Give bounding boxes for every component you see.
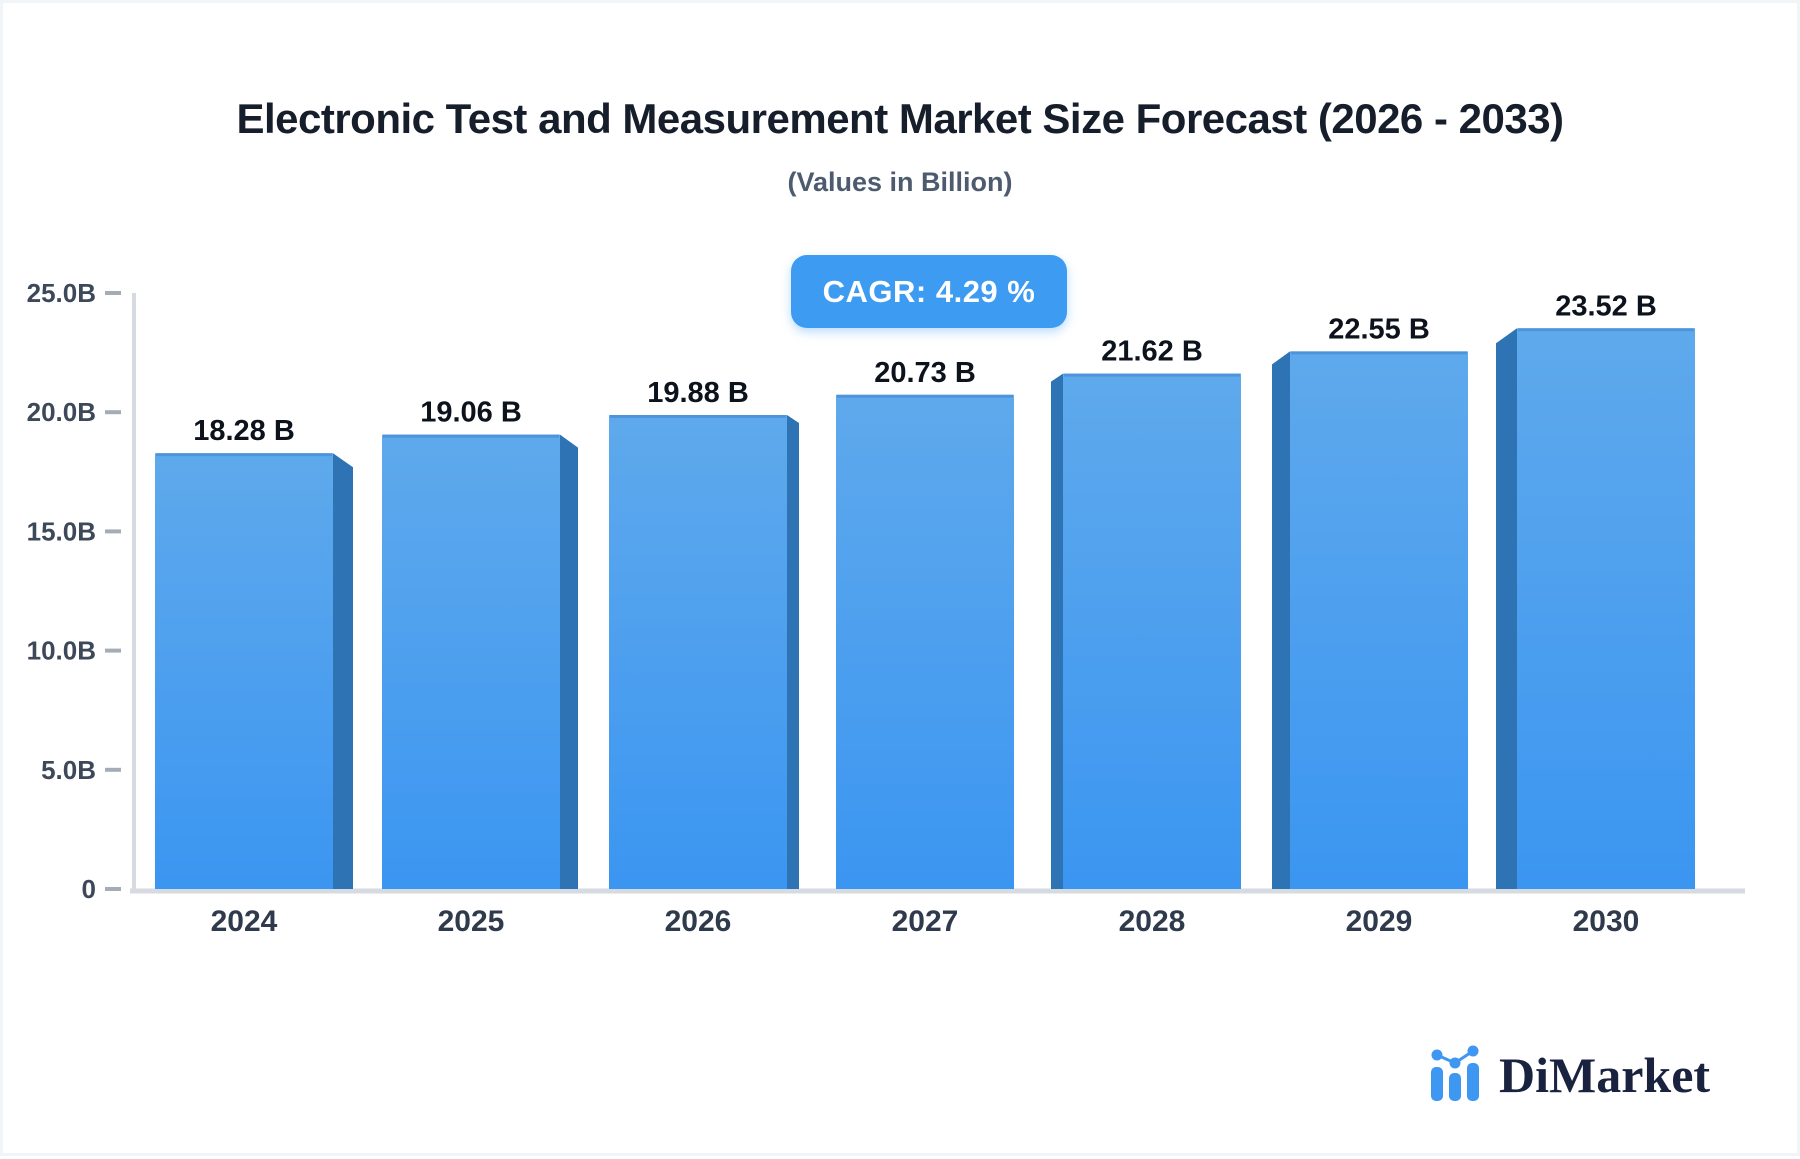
bar-side-face (787, 415, 799, 889)
x-tick-label: 2028 (1119, 905, 1186, 938)
y-tick-label: 5.0B (41, 755, 96, 785)
bar-chart: 0 5.0B 10.0B 15.0B 20.0B 25.0B 18.28 B 2024 19.0… (27, 278, 1745, 938)
x-tick-label: 2030 (1573, 905, 1640, 938)
bar (1063, 373, 1241, 889)
bar-side-face (1496, 328, 1517, 889)
bar-side-face (1272, 351, 1290, 890)
mini-bar-chart-icon (1431, 1045, 1479, 1101)
y-tick-label: 25.0B (27, 278, 96, 308)
bar (1290, 351, 1468, 890)
cagr-badge: CAGR: 4.29 % (791, 255, 1067, 328)
bar (382, 434, 560, 889)
y-tick-label: 15.0B (27, 516, 96, 546)
x-tick-label: 2024 (211, 905, 278, 938)
chart-title: Electronic Test and Measurement Market S… (236, 95, 1564, 142)
logo-text: DiMarket (1499, 1047, 1711, 1103)
y-tick-label: 20.0B (27, 397, 96, 427)
bar-value-label: 18.28 B (193, 415, 295, 447)
bar-value-label: 23.52 B (1555, 290, 1657, 322)
x-tick-label: 2025 (438, 905, 505, 938)
bar (609, 415, 787, 889)
x-tick-label: 2026 (665, 905, 732, 938)
bar (836, 394, 1014, 889)
bar-value-label: 20.73 B (874, 357, 976, 389)
y-tick-label: 10.0B (27, 636, 96, 666)
x-tick-label: 2029 (1346, 905, 1413, 938)
brand-logo: DiMarket (1427, 1041, 1710, 1103)
bar-value-label: 19.06 B (420, 397, 522, 429)
x-tick-label: 2027 (892, 905, 959, 938)
bar-side-face (560, 434, 578, 889)
bar (1517, 328, 1695, 889)
bar-value-label: 22.55 B (1328, 313, 1430, 345)
bar-side-face (333, 453, 353, 889)
bar (155, 453, 333, 889)
bar-side-face (1051, 373, 1063, 889)
y-tick-label: 0 (82, 874, 96, 904)
bar-value-label: 19.88 B (647, 377, 749, 409)
bar-value-label: 21.62 B (1101, 336, 1203, 368)
chart-subtitle: (Values in Billion) (787, 167, 1013, 197)
